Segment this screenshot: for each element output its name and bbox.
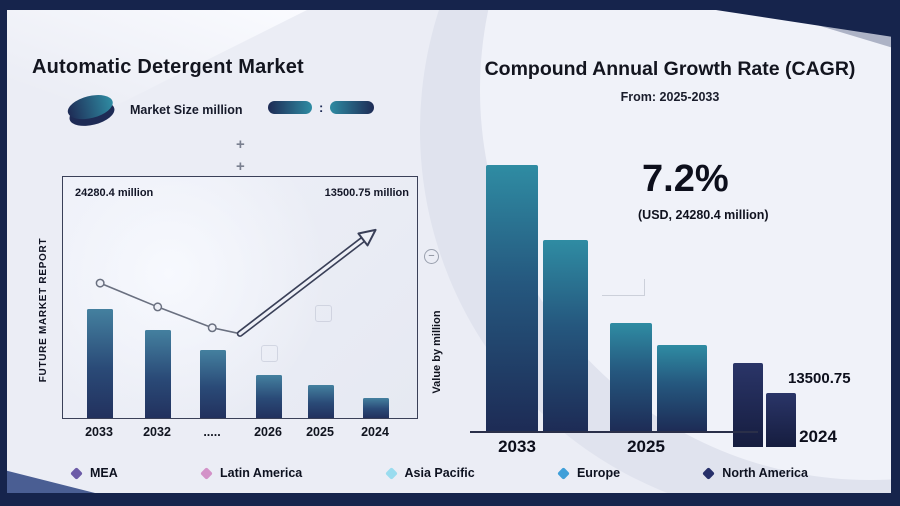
cagr-baseline <box>470 431 758 433</box>
cagr-bar-2024-2 <box>766 393 796 447</box>
frame-left-bar <box>0 0 7 506</box>
page-title: Automatic Detergent Market <box>32 56 304 78</box>
plus-icon: + <box>236 158 245 175</box>
cagr-value: 7.2% <box>642 158 729 200</box>
cagr-range: From: 2025-2033 <box>620 90 720 104</box>
legend-label: North America <box>722 466 808 480</box>
market-size-legend: Market Size million <box>64 92 243 128</box>
legend-label: Asia Pacific <box>404 466 475 480</box>
annotation-2033-value: 24280.4 million <box>75 187 154 199</box>
legend-diamond-icon <box>200 466 213 480</box>
legend-diamond-icon <box>702 466 716 480</box>
cagr-x-label-2025: 2025 <box>627 437 665 456</box>
cagr-x-label-2024: 2024 <box>799 427 837 446</box>
market-size-icon <box>67 95 115 126</box>
x-label-2033: 2033 <box>85 425 113 439</box>
legend-label: Europe <box>576 466 621 480</box>
cagr-bar-2025-2 <box>657 345 707 432</box>
legend-diamond-icon <box>557 466 570 480</box>
market-size-chart: 24280.4 million 13500.75 million <box>62 176 418 419</box>
legend-item-latin-america: Latin America <box>200 466 303 480</box>
x-label-2024: 2024 <box>361 425 389 439</box>
plus-icon: + <box>236 136 245 153</box>
x-label-2026: 2026 <box>254 425 282 439</box>
annotation-2024-value: 13500.75 million <box>324 187 409 199</box>
legend-item-mea: MEA <box>70 466 118 480</box>
market-size-bar-2025 <box>308 385 334 418</box>
frame-right-bar <box>891 0 900 506</box>
legend-label: MEA <box>90 466 118 480</box>
decorative-pills: : <box>268 100 375 115</box>
x-label-2032: 2032 <box>143 425 171 439</box>
pill-colon: : <box>319 100 324 115</box>
legend-label: Latin America <box>220 466 303 480</box>
value-callout-2024: 13500.75 <box>788 370 851 387</box>
legend-diamond-icon <box>70 466 83 480</box>
cagr-caption: (USD, 24280.4 million) <box>638 208 769 222</box>
market-size-bar-2032 <box>145 330 171 418</box>
market-size-bar-2024 <box>363 398 389 418</box>
cagr-bar-2024-1 <box>733 363 763 447</box>
cagr-bar-2033-1 <box>486 165 538 432</box>
pill-right <box>330 101 375 114</box>
pill-left <box>268 101 312 114</box>
step-line-decoration <box>602 279 645 296</box>
legend-item-europe: Europe <box>557 466 621 480</box>
region-legend: MEA Latin America Asia Pacific Europe North … <box>70 463 808 483</box>
x-label-.....: ..... <box>203 425 221 439</box>
legend-diamond-icon <box>384 466 398 480</box>
frame-bottom-bar <box>0 493 900 506</box>
market-size-bar-2026 <box>256 375 282 418</box>
legend-item-asia-pacific: Asia Pacific <box>384 466 475 480</box>
cagr-title: Compound Annual Growth Rate (CAGR) <box>484 58 856 80</box>
left-x-axis: 2033 2032..... 2026 2025 2024 <box>62 425 418 443</box>
watermark-square-icon <box>261 345 278 362</box>
x-label-2025: 2025 <box>306 425 334 439</box>
market-size-label: Market Size million <box>130 103 243 117</box>
minus-icon: − <box>424 249 439 264</box>
cagr-bar-2033-2 <box>543 240 588 432</box>
market-size-bar-..... <box>200 350 226 418</box>
cagr-bar-2025-1 <box>610 323 652 432</box>
cagr-x-label-2033: 2033 <box>498 437 536 456</box>
legend-item-north-america: North America <box>702 466 808 480</box>
frame-top-bar <box>0 0 900 10</box>
